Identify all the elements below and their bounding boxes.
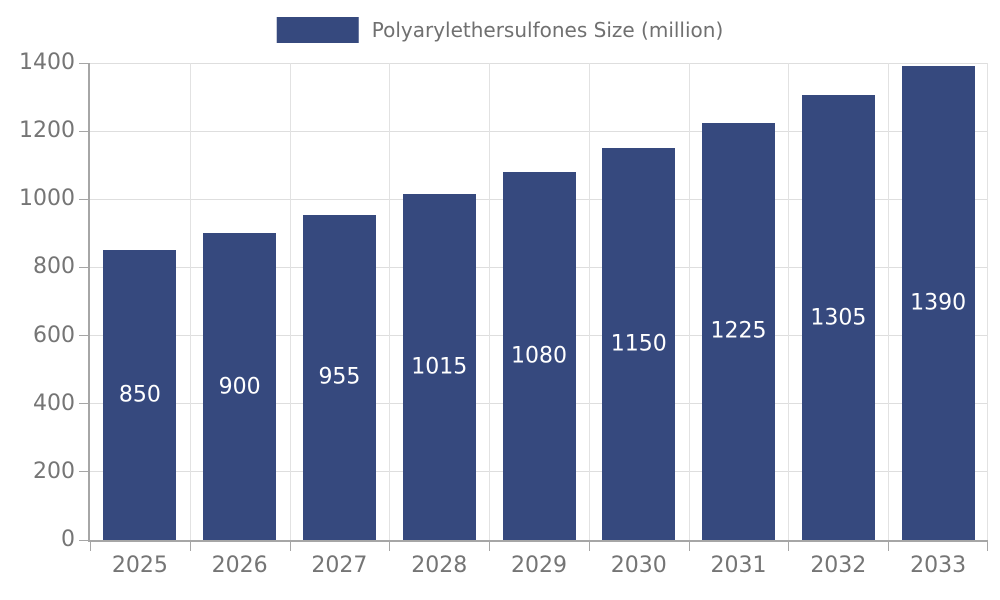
x-gridline bbox=[389, 63, 391, 540]
legend-swatch bbox=[276, 17, 359, 43]
x-tick-label: 2027 bbox=[311, 553, 368, 578]
y-tick-label: 1000 bbox=[19, 186, 75, 212]
y-tick-mark bbox=[79, 198, 88, 200]
x-gridline bbox=[788, 63, 790, 540]
y-tick-mark bbox=[79, 335, 88, 337]
y-tick-mark bbox=[79, 539, 88, 541]
x-tick-label: 2032 bbox=[810, 553, 867, 578]
bar-value-label: 900 bbox=[218, 374, 261, 400]
x-gridline bbox=[888, 63, 890, 540]
x-tick-label: 2029 bbox=[510, 553, 567, 578]
y-tick-label: 400 bbox=[33, 390, 75, 416]
y-tick-mark bbox=[79, 403, 88, 405]
x-gridline bbox=[688, 63, 690, 540]
bar: 1080 bbox=[502, 172, 576, 540]
x-tick-mark bbox=[588, 542, 590, 551]
bar: 1225 bbox=[702, 122, 776, 540]
y-tick-label: 1200 bbox=[19, 118, 75, 144]
bar: 1150 bbox=[602, 148, 676, 540]
x-gridline bbox=[588, 63, 590, 540]
y-gridline bbox=[90, 62, 988, 64]
y-tick-mark bbox=[79, 130, 88, 132]
bar: 1305 bbox=[801, 95, 875, 540]
y-gridline bbox=[90, 130, 988, 132]
y-tick-label: 0 bbox=[61, 527, 75, 552]
bar: 900 bbox=[203, 233, 277, 540]
bar-value-label: 1080 bbox=[511, 343, 567, 369]
bar: 955 bbox=[302, 214, 376, 540]
x-gridline bbox=[189, 63, 191, 540]
x-tick-mark bbox=[189, 542, 191, 551]
legend: Polyarylethersulfones Size (million) bbox=[276, 17, 724, 43]
y-tick-mark bbox=[79, 266, 88, 268]
bar: 1015 bbox=[402, 194, 476, 540]
bar-value-label: 1150 bbox=[610, 331, 667, 357]
bar-value-label: 1225 bbox=[710, 318, 767, 344]
x-tick-mark bbox=[389, 542, 391, 551]
plot-area: 0 200 400 600 800 1000 1200 1400 850 2025 900 2026 9… bbox=[19, 50, 988, 578]
bar: 1390 bbox=[901, 66, 975, 540]
x-gridline bbox=[987, 63, 988, 540]
x-tick-label: 2025 bbox=[111, 553, 168, 578]
x-tick-mark bbox=[489, 542, 491, 551]
y-tick-label: 800 bbox=[33, 254, 75, 280]
y-tick-label: 1400 bbox=[19, 50, 75, 75]
bar-value-label: 1390 bbox=[910, 290, 967, 316]
x-tick-mark bbox=[888, 542, 890, 551]
x-tick-label: 2028 bbox=[411, 553, 468, 578]
x-tick-mark bbox=[987, 542, 988, 551]
bar-value-label: 955 bbox=[318, 364, 361, 390]
legend-label: Polyarylethersulfones Size (million) bbox=[371, 18, 724, 42]
x-tick-label: 2026 bbox=[211, 553, 268, 578]
x-tick-mark bbox=[788, 542, 790, 551]
x-tick-label: 2033 bbox=[910, 553, 967, 578]
x-tick-mark bbox=[688, 542, 690, 551]
bar-value-label: 850 bbox=[118, 382, 161, 408]
x-tick-label: 2030 bbox=[610, 553, 667, 578]
y-tick-mark bbox=[79, 62, 88, 64]
y-tick-mark bbox=[79, 471, 88, 473]
x-tick-mark bbox=[289, 542, 291, 551]
y-tick-label: 200 bbox=[33, 458, 75, 484]
x-tick-mark bbox=[90, 542, 91, 551]
y-tick-label: 600 bbox=[33, 322, 75, 348]
bar-value-label: 1305 bbox=[810, 305, 867, 331]
x-gridline bbox=[489, 63, 491, 540]
bar: 850 bbox=[103, 250, 177, 540]
x-tick-label: 2031 bbox=[710, 553, 767, 578]
bar-value-label: 1015 bbox=[411, 354, 468, 380]
x-gridline bbox=[289, 63, 291, 540]
